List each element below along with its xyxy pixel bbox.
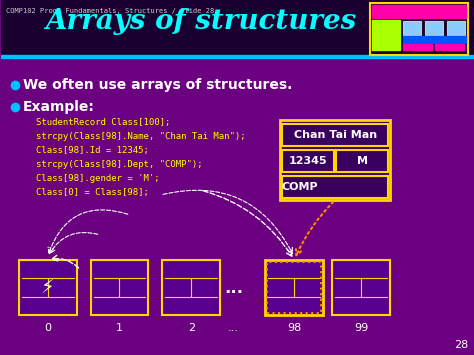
Text: COMP: COMP <box>282 182 319 192</box>
Text: 1: 1 <box>116 323 123 333</box>
Text: Class[0] = Class[98];: Class[0] = Class[98]; <box>36 187 148 197</box>
Bar <box>372 5 466 18</box>
Bar <box>267 262 321 313</box>
Bar <box>435 44 464 50</box>
Bar <box>91 260 148 315</box>
Text: M: M <box>356 156 368 166</box>
Bar <box>336 150 388 172</box>
Text: 98: 98 <box>287 323 301 333</box>
Bar <box>332 260 390 315</box>
Bar <box>370 3 468 55</box>
Text: StudentRecord Class[100];: StudentRecord Class[100]; <box>36 118 170 126</box>
Text: We often use arrays of structures.: We often use arrays of structures. <box>23 78 292 92</box>
Bar <box>282 150 334 172</box>
Bar <box>282 124 388 146</box>
Text: 2: 2 <box>188 323 195 333</box>
Bar <box>403 44 432 50</box>
Bar <box>265 260 323 315</box>
Bar <box>425 21 443 35</box>
Text: strcpy(Class[98].Dept, "COMP");: strcpy(Class[98].Dept, "COMP"); <box>36 159 202 169</box>
Bar <box>282 176 388 198</box>
Bar <box>280 120 390 200</box>
Text: ...: ... <box>228 323 239 333</box>
Text: 28: 28 <box>454 340 468 350</box>
Bar <box>0 0 474 55</box>
Bar <box>0 55 474 58</box>
Text: 12345: 12345 <box>289 156 328 166</box>
Text: strcpy(Class[98].Name, "Chan Tai Man");: strcpy(Class[98].Name, "Chan Tai Man"); <box>36 132 245 141</box>
Text: ...: ... <box>224 279 243 296</box>
Text: Class[98].Id = 12345;: Class[98].Id = 12345; <box>36 146 148 154</box>
Bar <box>372 20 400 50</box>
Text: Chan Tai Man: Chan Tai Man <box>293 130 377 140</box>
Bar <box>403 36 466 43</box>
Bar <box>447 21 465 35</box>
Text: Example:: Example: <box>23 100 94 114</box>
Text: 0: 0 <box>44 323 51 333</box>
Bar <box>403 21 421 35</box>
Text: 99: 99 <box>354 323 368 333</box>
Text: Class[98].gender = 'M';: Class[98].gender = 'M'; <box>36 174 159 182</box>
Bar <box>18 260 76 315</box>
Text: COMP102 Prog. Fundamentals, Structures / Slide 28: COMP102 Prog. Fundamentals, Structures /… <box>6 8 214 14</box>
Text: Arrays of structures: Arrays of structures <box>45 8 356 35</box>
Text: ⚡: ⚡ <box>41 278 55 297</box>
Bar <box>163 260 220 315</box>
